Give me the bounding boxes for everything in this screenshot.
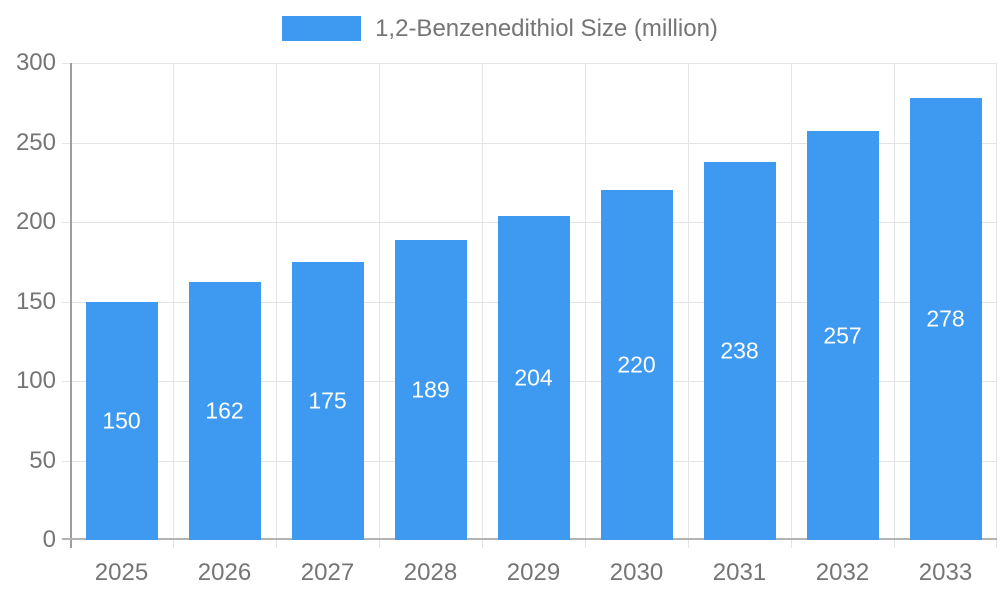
bar-value-label: 204 [514,364,553,391]
bar: 162 [188,282,261,540]
gridline-horizontal [70,63,997,64]
gridline-vertical [173,63,174,548]
bar: 238 [703,161,776,540]
gridline-horizontal [70,142,997,144]
bar: 204 [497,215,570,540]
y-tick-label: 250 [15,128,56,156]
y-axis-tick [62,63,70,64]
y-tick-label: 300 [15,49,56,76]
y-tick-label: 150 [15,287,56,315]
x-tick-label: 2029 [506,559,561,586]
bar-value-label: 257 [823,322,862,349]
bar-value-label: 189 [411,376,450,403]
x-tick-label: 2025 [94,559,149,586]
bar-value-label: 162 [205,397,244,424]
legend-label[interactable]: 1,2-Benzenedithiol Size (million) [375,15,718,42]
gridline-vertical [791,63,792,548]
plot-area: 150 162 175 189 204 220 238 257 278 [62,63,997,548]
x-tick-label: 2031 [712,559,767,586]
bar: 220 [600,190,673,540]
y-axis-tick [62,381,70,382]
bar-value-label: 220 [617,351,656,378]
x-tick-label: 2032 [815,559,870,586]
bar-value-label: 150 [102,407,141,434]
bar-value-label: 175 [308,387,347,414]
y-axis-tick [62,142,70,144]
gridline-vertical [482,63,483,548]
x-tick-label: 2026 [197,559,252,586]
bar-value-label: 238 [720,337,759,364]
legend-swatch[interactable] [282,16,362,41]
x-tick-label: 2033 [918,559,973,586]
bar: 150 [85,301,158,540]
y-axis-line [70,63,72,548]
y-axis-tick [62,222,70,223]
gridline-vertical [276,63,277,548]
gridline-vertical [585,63,586,548]
bar-value-label: 278 [926,305,965,332]
y-tick-label: 50 [29,446,56,474]
legend[interactable]: 1,2-Benzenedithiol Size (million) [0,16,1000,41]
bar: 257 [806,131,879,540]
y-tick-label: 0 [42,526,56,553]
y-axis-tick [62,460,70,462]
y-axis-tick [62,301,70,303]
gridline-vertical [894,63,895,548]
y-tick-label: 100 [15,367,56,394]
x-tick-label: 2027 [300,559,355,586]
y-tick-label: 200 [15,208,56,235]
gridline-vertical [688,63,689,548]
bar: 175 [291,261,364,540]
bar: 278 [909,97,982,540]
bar: 189 [394,239,467,540]
x-tick-label: 2028 [403,559,458,586]
x-tick-label: 2030 [609,559,664,586]
gridline-vertical [379,63,380,548]
gridline-vertical [996,63,997,548]
